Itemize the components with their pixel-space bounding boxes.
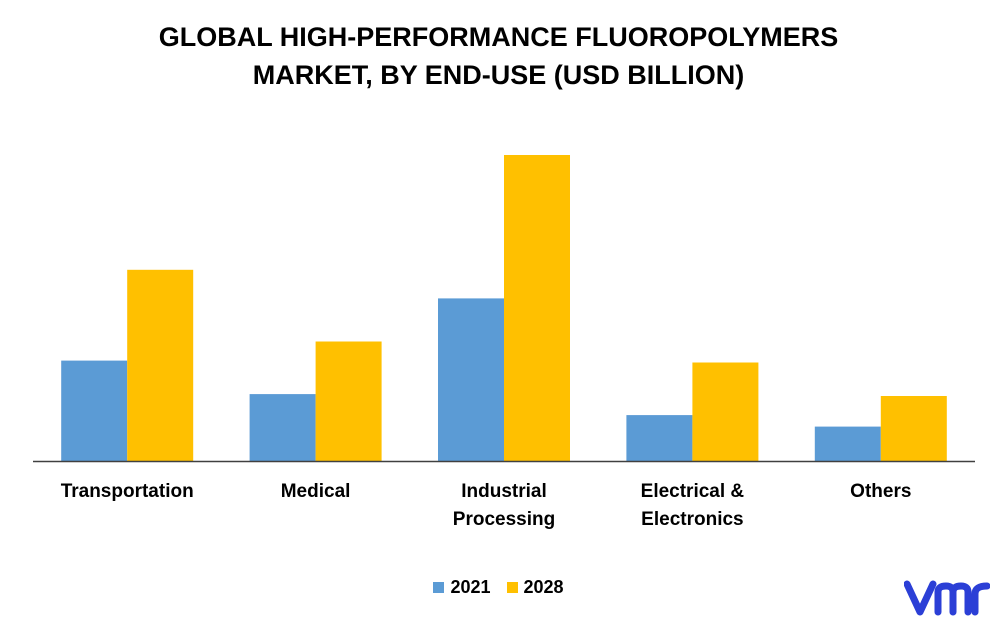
- legend-item-2028: 2028: [506, 577, 564, 598]
- category-label-4-line-0: Others: [850, 481, 911, 502]
- bar-2021-0: [61, 360, 128, 461]
- legend-label-2021: 2021: [450, 577, 491, 597]
- bar-2028-1: [315, 341, 382, 461]
- bar-2028-2: [504, 155, 570, 461]
- bar-2021-3: [626, 415, 693, 461]
- category-label-1: Medical: [281, 481, 351, 502]
- category-label-3-line-0: Electrical &: [641, 481, 745, 502]
- category-label-2-line-0: Industrial: [461, 481, 547, 502]
- legend-swatch-2028: [506, 582, 518, 593]
- category-label-4: Others: [850, 481, 911, 502]
- chart-title: GLOBAL HIGH-PERFORMANCE FLUOROPOLYMERS M…: [0, 18, 997, 94]
- category-label-0-line-0: Transportation: [61, 481, 194, 502]
- bar-2028-3: [692, 362, 759, 461]
- bar-2021-1: [249, 394, 316, 461]
- category-label-0: Transportation: [61, 481, 194, 502]
- category-label-3: Electrical & Electronics: [641, 481, 745, 530]
- chart-title-line-2: MARKET, BY END-USE (USD BILLION): [252, 60, 745, 90]
- legend-swatch-2021: [433, 582, 445, 593]
- chart-title-line-1: GLOBAL HIGH-PERFORMANCE FLUOROPOLYMERS: [158, 22, 839, 52]
- category-label-2-line-1: Processing: [453, 509, 555, 530]
- bar-2028-0: [127, 269, 194, 462]
- category-label-1-line-0: Medical: [281, 481, 351, 502]
- legend-label-2028: 2028: [523, 577, 564, 597]
- category-label-2: Industrial Processing: [453, 481, 555, 530]
- bar-2021-2: [438, 298, 504, 461]
- bar-2028-4: [880, 396, 947, 461]
- legend: 2021 2028: [0, 577, 997, 598]
- category-label-3-line-1: Electronics: [641, 509, 743, 530]
- bar-2021-4: [814, 426, 881, 461]
- vmr-logo-icon: [904, 580, 990, 616]
- legend-item-2021: 2021: [433, 577, 491, 598]
